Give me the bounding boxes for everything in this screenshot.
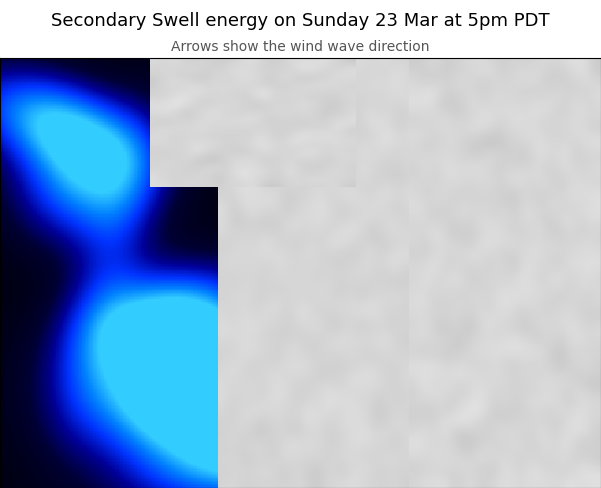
Text: Secondary Swell energy on Sunday 23 Mar at 5pm PDT: Secondary Swell energy on Sunday 23 Mar …: [51, 12, 550, 29]
Text: Arrows show the wind wave direction: Arrows show the wind wave direction: [171, 40, 430, 54]
